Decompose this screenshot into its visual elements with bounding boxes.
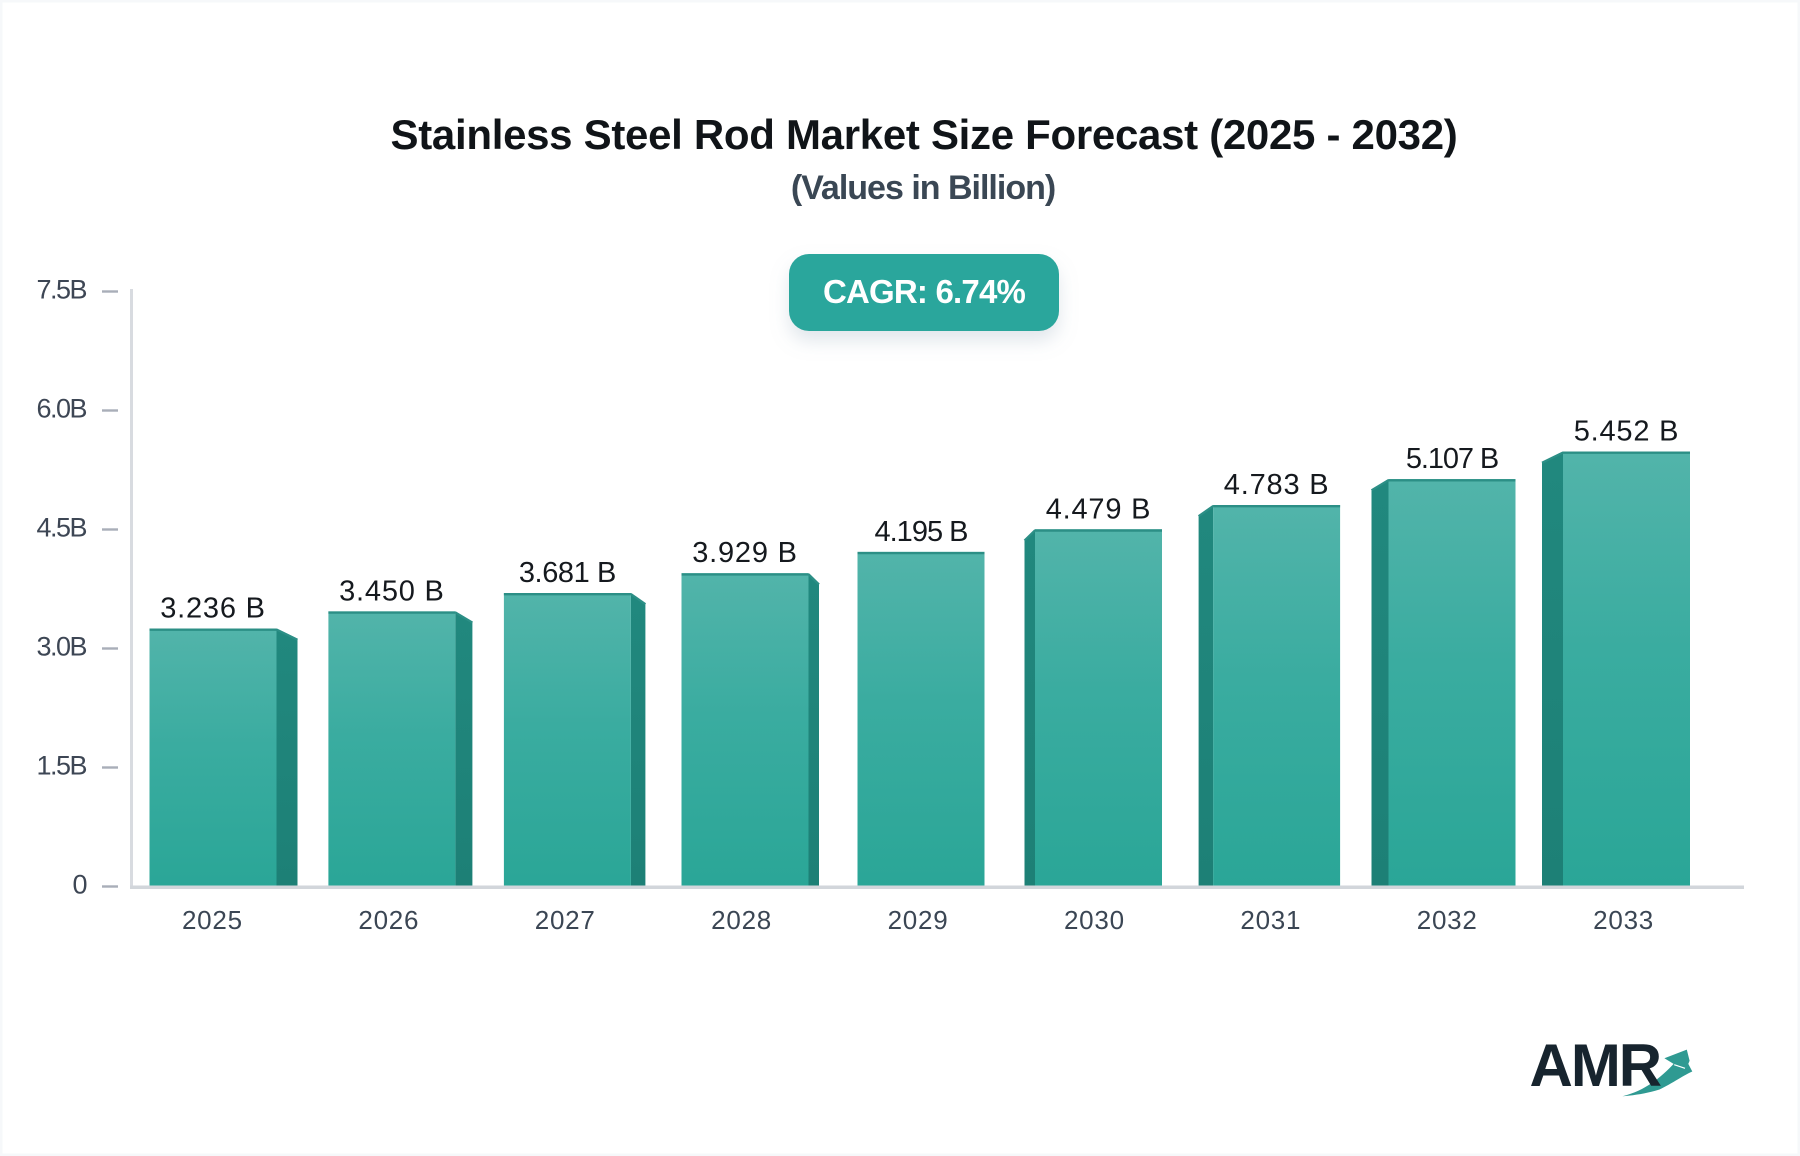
svg-text:3.450 B: 3.450 B — [339, 575, 445, 607]
svg-text:4.479 B: 4.479 B — [1046, 493, 1152, 525]
svg-text:2026: 2026 — [358, 905, 419, 935]
svg-text:3.236 B: 3.236 B — [160, 593, 266, 625]
svg-text:AMR: AMR — [1530, 1032, 1662, 1099]
svg-text:4.5B: 4.5B — [36, 513, 86, 543]
svg-text:4.195 B: 4.195 B — [875, 516, 968, 548]
svg-text:2030: 2030 — [1064, 905, 1125, 935]
svg-text:2027: 2027 — [535, 905, 596, 935]
svg-text:2029: 2029 — [888, 905, 949, 935]
svg-text:2028: 2028 — [711, 905, 772, 935]
svg-text:5.452 B: 5.452 B — [1574, 416, 1680, 448]
svg-text:1.5B: 1.5B — [36, 751, 86, 781]
svg-text:3.681 B: 3.681 B — [519, 557, 616, 589]
svg-text:3.0B: 3.0B — [36, 632, 86, 662]
svg-text:2025: 2025 — [182, 905, 243, 935]
svg-text:CAGR: 6.74%: CAGR: 6.74% — [823, 273, 1026, 310]
svg-text:4.783 B: 4.783 B — [1224, 469, 1330, 501]
svg-text:0: 0 — [72, 870, 86, 900]
svg-text:3.929 B: 3.929 B — [692, 537, 798, 569]
svg-text:7.5B: 7.5B — [36, 275, 86, 305]
svg-text:6.0B: 6.0B — [36, 394, 86, 424]
svg-text:Stainless Steel Rod Market Siz: Stainless Steel Rod Market Size Forecast… — [391, 111, 1458, 158]
svg-text:2033: 2033 — [1593, 905, 1654, 935]
svg-text:2031: 2031 — [1240, 905, 1301, 935]
svg-text:5.107 B: 5.107 B — [1406, 443, 1498, 475]
svg-text:2032: 2032 — [1417, 905, 1478, 935]
svg-text:(Values in Billion): (Values in Billion) — [791, 169, 1055, 207]
